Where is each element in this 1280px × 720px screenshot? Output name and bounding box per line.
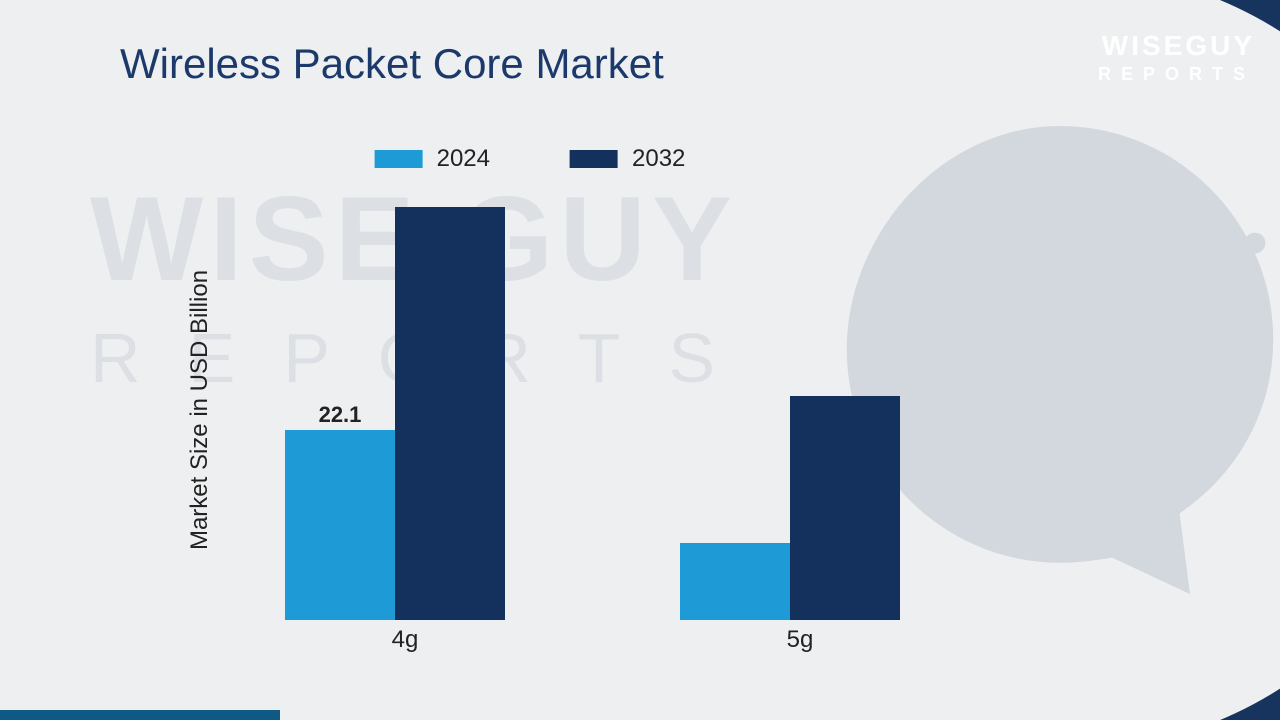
brand-logo: WISEGUY REPORTS	[1098, 30, 1255, 85]
legend-swatch-2032	[570, 150, 618, 168]
footer-accent-bar	[0, 710, 280, 720]
bar-group-4g: 22.14g	[285, 190, 525, 620]
bar-value-label: 22.1	[285, 402, 395, 428]
bar-4g-2032	[395, 207, 505, 620]
x-tick-label: 5g	[680, 626, 920, 654]
legend: 2024 2032	[375, 145, 686, 173]
chart-area: Market Size in USD Billion 2024 2032 22.…	[90, 150, 970, 670]
brand-line2: REPORTS	[1098, 64, 1255, 85]
stage: WISEGUY REPORTS Wireless Packet Core Mar…	[0, 0, 1280, 720]
chart-title: Wireless Packet Core Market	[120, 40, 664, 88]
legend-label-2032: 2032	[632, 145, 685, 173]
legend-item-2032: 2032	[570, 145, 685, 173]
legend-label-2024: 2024	[437, 145, 490, 173]
legend-swatch-2024	[375, 150, 423, 168]
bar-5g-2024	[680, 543, 790, 620]
x-tick-label: 4g	[285, 626, 525, 654]
bar-group-5g: 5g	[680, 190, 920, 620]
brand-line1: WISEGUY	[1098, 30, 1255, 62]
bar-5g-2032	[790, 396, 900, 620]
bar-4g-2024: 22.1	[285, 430, 395, 620]
plot-region: 22.14g 5g	[150, 190, 970, 621]
legend-item-2024: 2024	[375, 145, 490, 173]
